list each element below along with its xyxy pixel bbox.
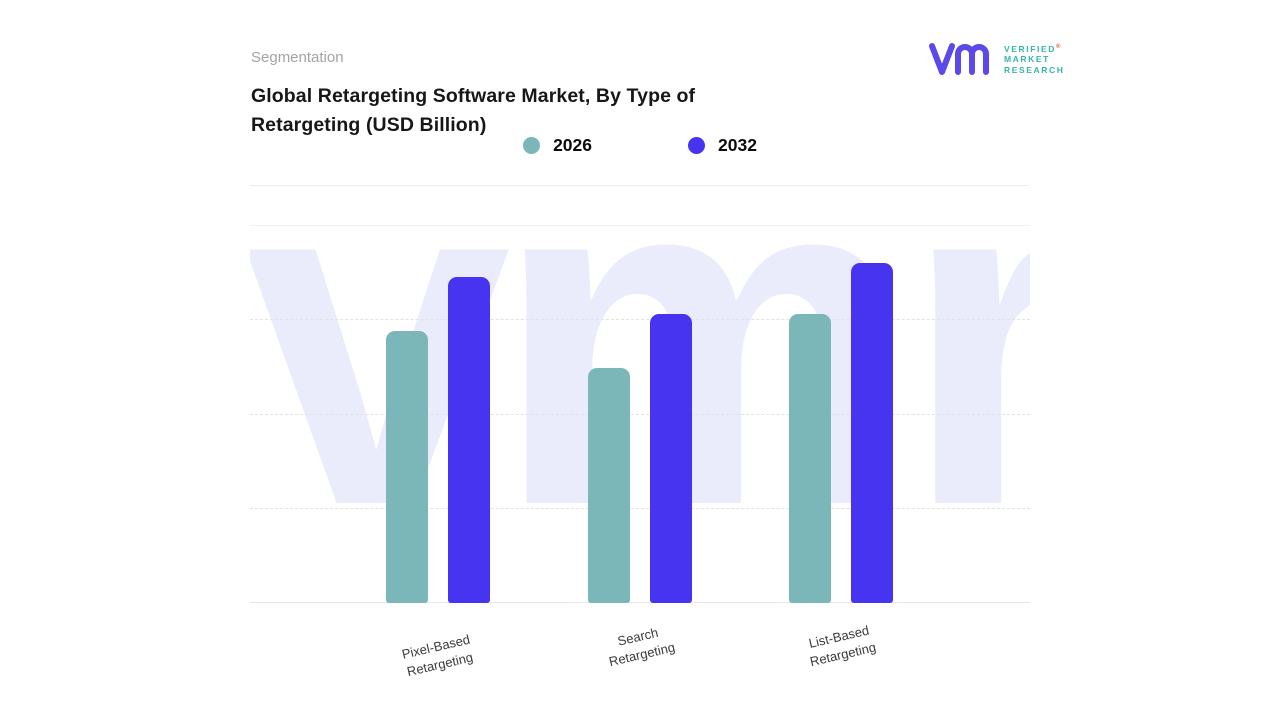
logo-text: VERIFIED® MARKET RESEARCH: [1004, 42, 1065, 77]
bar-2032-pixel-based-retargeting: [448, 277, 490, 603]
legend-item-2026: 2026: [523, 135, 592, 156]
legend-item-2032: 2032: [688, 135, 757, 156]
gridline-75: [250, 319, 1030, 320]
gridline-25: [250, 508, 1030, 509]
baseline: [250, 602, 1030, 603]
legend-label: 2026: [553, 135, 592, 155]
bar-2026-list-based-retargeting: [789, 314, 831, 603]
logo-line-research: RESEARCH: [1004, 65, 1065, 76]
legend: 2026 2032: [250, 135, 1030, 156]
bar-2026-search-retargeting: [588, 368, 630, 603]
chart-title: Global Retargeting Software Market, By T…: [251, 82, 811, 140]
x-label-list-based-retargeting: List-Based Retargeting: [807, 622, 878, 670]
bar-group-list-based-retargeting: [789, 263, 893, 603]
bar-2032-list-based-retargeting: [851, 263, 893, 603]
x-label-pixel-based-retargeting: Pixel-Based Retargeting: [400, 631, 475, 680]
vmr-logo: VERIFIED® MARKET RESEARCH: [928, 38, 1065, 80]
chart-title-line2: Retargeting (USD Billion): [251, 114, 487, 136]
logo-line-verified: VERIFIED: [1004, 43, 1057, 54]
x-label-search-retargeting: Search Retargeting: [607, 624, 677, 670]
vmr-monogram-icon: [929, 43, 989, 75]
legend-label: 2032: [718, 135, 757, 155]
bar-group-pixel-based-retargeting: [386, 277, 490, 603]
watermark: vmr: [250, 225, 1030, 603]
legend-swatch-2026: [523, 137, 541, 154]
gridline-50: [250, 414, 1030, 415]
header-divider: [250, 185, 1029, 186]
legend-swatch-2032: [688, 137, 705, 154]
segmentation-label: Segmentation: [251, 49, 344, 66]
bar-2032-search-retargeting: [650, 314, 692, 603]
bar-2026-pixel-based-retargeting: [386, 331, 428, 603]
gridline-top: [250, 225, 1030, 226]
chart-title-line1: Global Retargeting Software Market, By T…: [251, 85, 696, 107]
bar-group-search-retargeting: [588, 314, 692, 603]
logo-line-market: MARKET: [1004, 54, 1050, 65]
registered-mark: ®: [1056, 43, 1061, 50]
bar-chart: vmr: [250, 225, 1030, 603]
